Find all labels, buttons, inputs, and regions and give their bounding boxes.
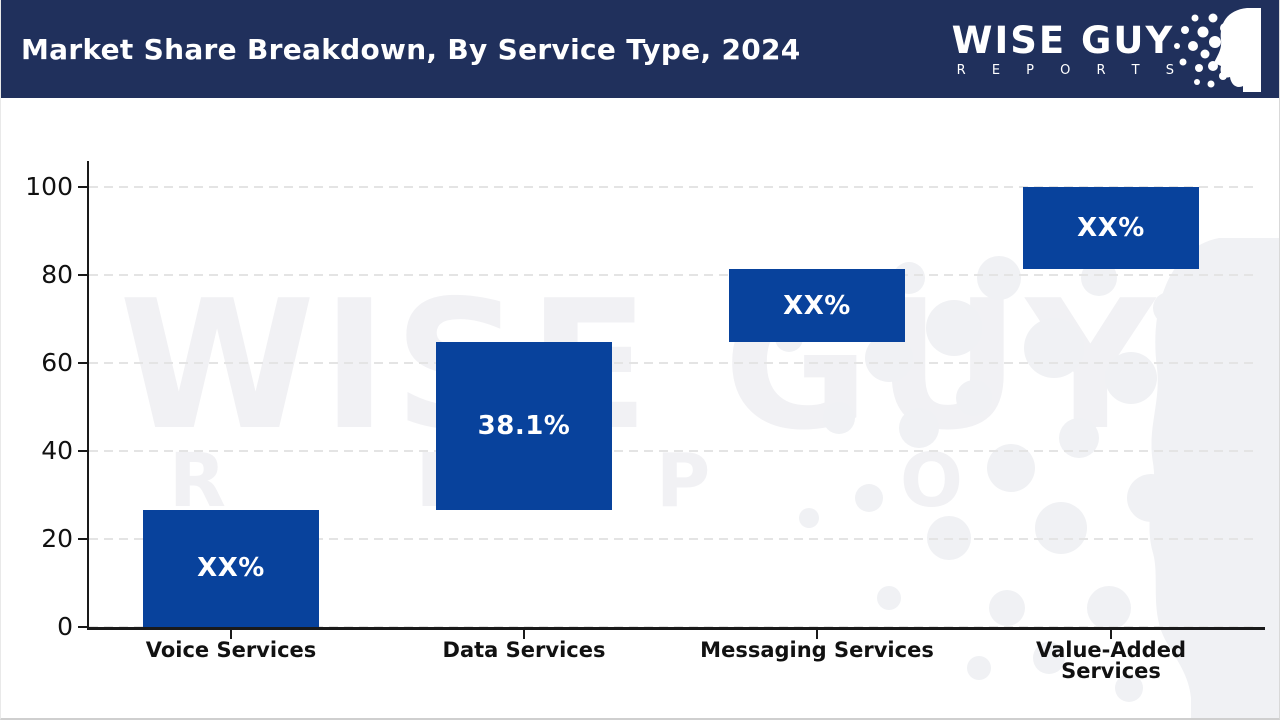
watermark-wordmark: WISE GUY [119,262,1161,469]
y-tick [78,274,87,276]
grid-line [89,538,1257,540]
bar-value-label: XX% [783,290,851,321]
bar-data-services: 38.1% [436,341,612,510]
watermark-face-icon [775,236,1279,718]
y-tick-label: 40 [41,436,73,465]
x-tick [1110,630,1112,639]
grid-line [89,450,1257,452]
x-category-label-data-services: Data Services [442,638,606,662]
x-axis-line [87,627,1265,630]
bar-voice-services: XX% [143,509,319,627]
y-tick-label: 100 [25,172,73,201]
bar-value-added-services: XX% [1023,187,1199,270]
logo-face-icon [1174,8,1261,92]
x-tick [230,630,232,639]
x-tick [523,630,525,639]
bar-value-label: 38.1% [477,410,571,441]
grid-line [89,186,1257,188]
y-tick [78,626,87,628]
y-axis-line [87,161,89,629]
logo-text-line1: WISE GUY [951,18,1175,62]
y-tick-label: 60 [41,348,73,377]
logo-wordmark: WISE GUY R E P O R T S [952,22,1185,77]
y-tick [78,186,87,188]
x-category-label-value-added-services: Value-Added Services [1036,638,1186,683]
x-tick [816,630,818,639]
logo-text-line2: R E P O R T S [956,62,1185,78]
y-tick-label: 0 [57,612,73,641]
x-category-label-voice-services: Voice Services [145,638,317,662]
grid-line [89,274,1257,276]
watermark-subtext: R E P O R T S [169,438,1279,524]
page-title: Market Share Breakdown, By Service Type,… [21,32,801,66]
y-tick [78,362,87,364]
wise-guy-reports-logo: WISE GUY R E P O R T S [952,6,1261,92]
bar-value-label: XX% [1077,213,1145,244]
bar-value-label: XX% [197,553,265,584]
grid-line [89,362,1257,364]
bar-messaging-services: XX% [729,269,905,342]
y-tick-label: 20 [41,524,73,553]
y-tick-label: 80 [41,260,73,289]
x-category-label-messaging-services: Messaging Services [700,638,934,662]
y-tick [78,450,87,452]
report-header: Market Share Breakdown, By Service Type,… [1,0,1279,98]
y-tick [78,538,87,540]
